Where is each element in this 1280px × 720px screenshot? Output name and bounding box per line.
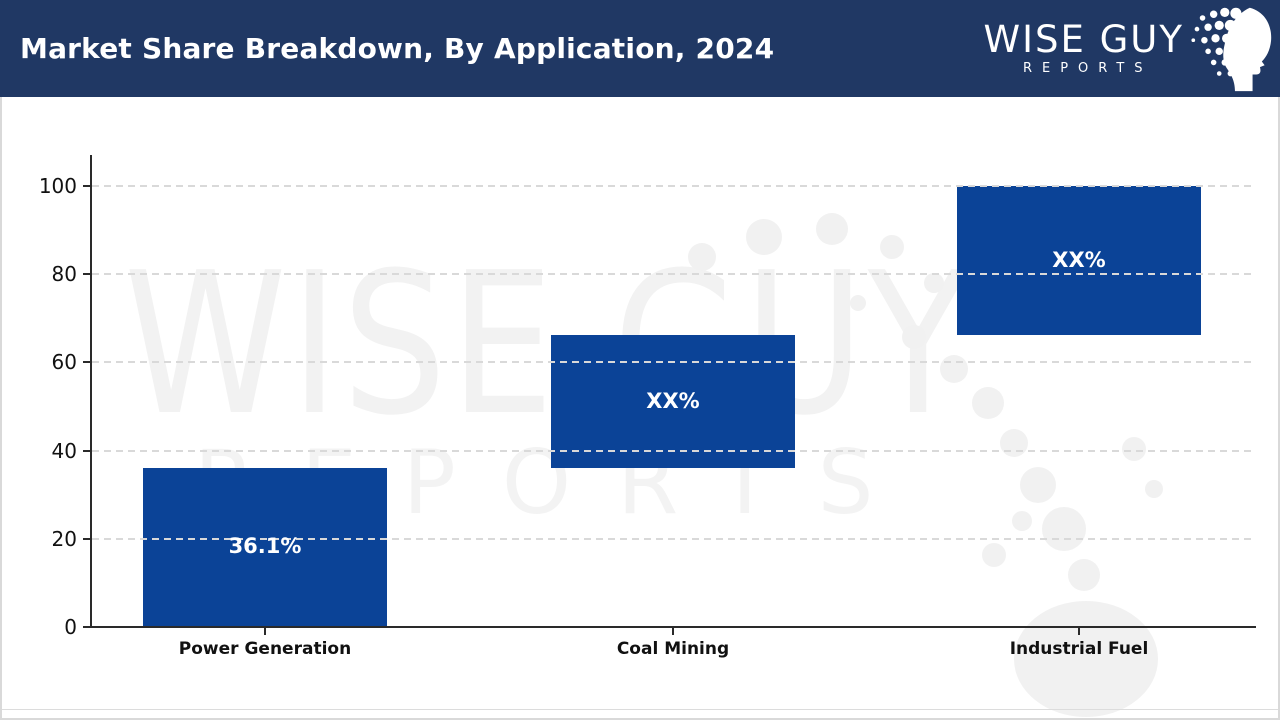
y-tick-60 — [83, 361, 91, 364]
x-tick-1 — [672, 628, 674, 635]
gridline-20 — [92, 537, 1255, 540]
x-tick-2 — [1078, 628, 1080, 635]
x-category-label-2: Industrial Fuel — [1009, 639, 1149, 659]
y-tick-label-40: 40 — [51, 438, 77, 463]
y-tick-label-100: 100 — [38, 173, 77, 198]
y-tick-40 — [83, 449, 91, 452]
watermark-face-icon — [688, 213, 1163, 717]
gridline-100 — [92, 184, 1255, 187]
y-tick-100 — [83, 184, 91, 187]
logo-subtitle: REPORTS — [1022, 61, 1153, 76]
gridline-40 — [92, 449, 1255, 452]
y-tick-80 — [83, 273, 91, 276]
chart-panel: WISE GUY REPORTS 0 20 40 60 80 100 36.1% Power … — [0, 97, 1280, 720]
footer-divider — [2, 709, 1278, 710]
page-title: Market Share Breakdown, By Application, … — [20, 32, 775, 65]
bar-0 — [143, 467, 387, 627]
logo-wordmark: WISE GUY — [983, 18, 1184, 61]
gridline-80 — [92, 273, 1255, 276]
x-axis-line — [90, 626, 1256, 628]
x-category-label-1: Coal Mining — [616, 639, 730, 659]
wiseguy-logo: WISE GUY REPORTS — [984, 5, 1280, 93]
watermark-text-line1: WISE GUY — [124, 231, 972, 459]
bar-label-0: 36.1% — [228, 534, 302, 559]
logo-text: WISE GUY REPORTS — [984, 21, 1184, 76]
y-tick-label-80: 80 — [51, 262, 77, 287]
bar-2 — [957, 185, 1201, 336]
x-category-label-0: Power Generation — [178, 639, 352, 659]
bar-1 — [551, 335, 795, 468]
bar-label-2: XX% — [1052, 247, 1106, 272]
y-tick-label-20: 20 — [51, 526, 77, 551]
y-axis-line — [90, 155, 92, 628]
x-tick-0 — [264, 628, 266, 635]
gridline-60 — [92, 361, 1255, 364]
y-tick-label-0: 0 — [64, 615, 77, 639]
y-tick-0 — [83, 626, 91, 628]
logo-face-icon — [1191, 7, 1272, 91]
bar-label-1: XX% — [646, 388, 700, 413]
y-tick-20 — [83, 537, 91, 540]
header-bar: Market Share Breakdown, By Application, … — [0, 0, 1280, 97]
y-tick-label-60: 60 — [51, 350, 77, 375]
